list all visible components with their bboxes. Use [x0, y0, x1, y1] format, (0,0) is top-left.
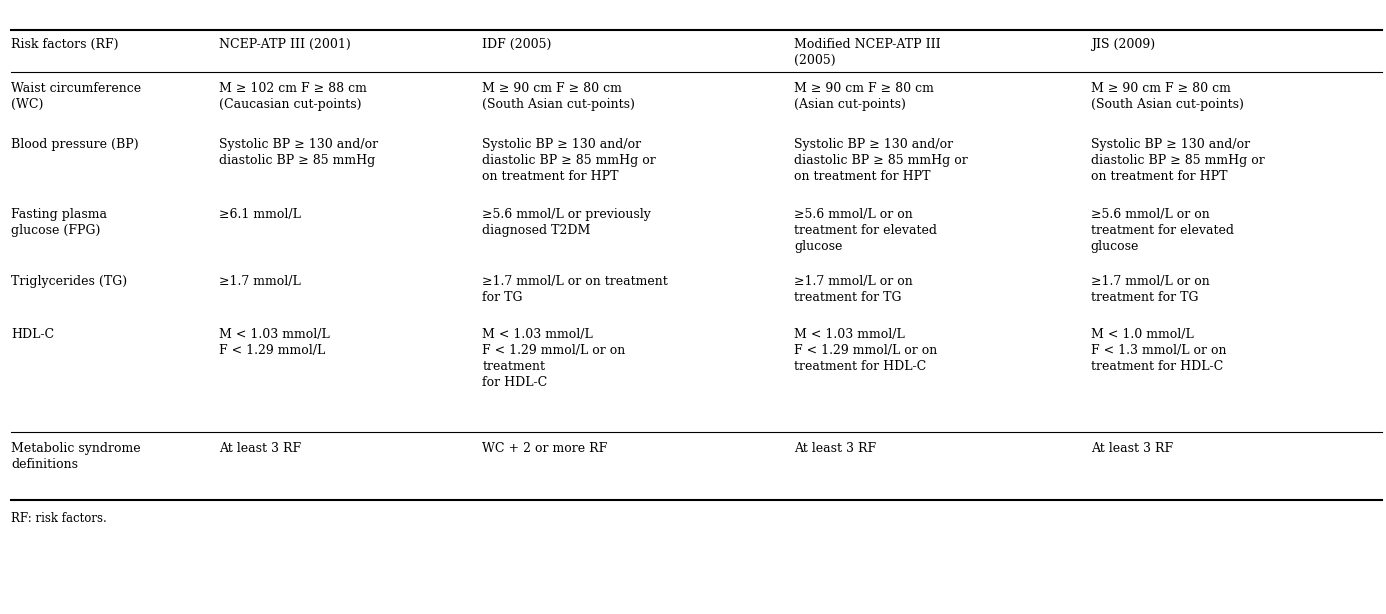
Text: ≥5.6 mmol/L or previously
diagnosed T2DM: ≥5.6 mmol/L or previously diagnosed T2DM — [482, 208, 651, 237]
Text: Modified NCEP-ATP III
(2005): Modified NCEP-ATP III (2005) — [794, 38, 941, 67]
Text: WC + 2 or more RF: WC + 2 or more RF — [482, 442, 607, 455]
Text: M ≥ 90 cm F ≥ 80 cm
(South Asian cut-points): M ≥ 90 cm F ≥ 80 cm (South Asian cut-poi… — [482, 82, 635, 111]
Text: Systolic BP ≥ 130 and/or
diastolic BP ≥ 85 mmHg: Systolic BP ≥ 130 and/or diastolic BP ≥ … — [219, 138, 378, 167]
Text: Triglycerides (TG): Triglycerides (TG) — [11, 275, 128, 288]
Text: M ≥ 90 cm F ≥ 80 cm
(Asian cut-points): M ≥ 90 cm F ≥ 80 cm (Asian cut-points) — [794, 82, 934, 111]
Text: Fasting plasma
glucose (FPG): Fasting plasma glucose (FPG) — [11, 208, 107, 237]
Text: ≥1.7 mmol/L or on
treatment for TG: ≥1.7 mmol/L or on treatment for TG — [1091, 275, 1210, 304]
Text: NCEP-ATP III (2001): NCEP-ATP III (2001) — [219, 38, 351, 51]
Text: HDL-C: HDL-C — [11, 328, 54, 341]
Text: M < 1.03 mmol/L
F < 1.29 mmol/L or on
treatment for HDL-C: M < 1.03 mmol/L F < 1.29 mmol/L or on tr… — [794, 328, 937, 373]
Text: At least 3 RF: At least 3 RF — [794, 442, 876, 455]
Text: ≥1.7 mmol/L or on treatment
for TG: ≥1.7 mmol/L or on treatment for TG — [482, 275, 668, 304]
Text: M < 1.0 mmol/L
F < 1.3 mmol/L or on
treatment for HDL-C: M < 1.0 mmol/L F < 1.3 mmol/L or on trea… — [1091, 328, 1227, 373]
Text: ≥5.6 mmol/L or on
treatment for elevated
glucose: ≥5.6 mmol/L or on treatment for elevated… — [794, 208, 937, 253]
Text: Systolic BP ≥ 130 and/or
diastolic BP ≥ 85 mmHg or
on treatment for HPT: Systolic BP ≥ 130 and/or diastolic BP ≥ … — [1091, 138, 1264, 183]
Text: Risk factors (RF): Risk factors (RF) — [11, 38, 119, 51]
Text: Metabolic syndrome
definitions: Metabolic syndrome definitions — [11, 442, 141, 471]
Text: At least 3 RF: At least 3 RF — [219, 442, 301, 455]
Text: Systolic BP ≥ 130 and/or
diastolic BP ≥ 85 mmHg or
on treatment for HPT: Systolic BP ≥ 130 and/or diastolic BP ≥ … — [794, 138, 967, 183]
Text: JIS (2009): JIS (2009) — [1091, 38, 1155, 51]
Text: M < 1.03 mmol/L
F < 1.29 mmol/L: M < 1.03 mmol/L F < 1.29 mmol/L — [219, 328, 330, 357]
Text: IDF (2005): IDF (2005) — [482, 38, 552, 51]
Text: ≥6.1 mmol/L: ≥6.1 mmol/L — [219, 208, 301, 221]
Text: Blood pressure (BP): Blood pressure (BP) — [11, 138, 139, 151]
Text: ≥1.7 mmol/L or on
treatment for TG: ≥1.7 mmol/L or on treatment for TG — [794, 275, 913, 304]
Text: M ≥ 90 cm F ≥ 80 cm
(South Asian cut-points): M ≥ 90 cm F ≥ 80 cm (South Asian cut-poi… — [1091, 82, 1243, 111]
Text: ≥5.6 mmol/L or on
treatment for elevated
glucose: ≥5.6 mmol/L or on treatment for elevated… — [1091, 208, 1234, 253]
Text: RF: risk factors.: RF: risk factors. — [11, 512, 107, 525]
Text: Systolic BP ≥ 130 and/or
diastolic BP ≥ 85 mmHg or
on treatment for HPT: Systolic BP ≥ 130 and/or diastolic BP ≥ … — [482, 138, 656, 183]
Text: M < 1.03 mmol/L
F < 1.29 mmol/L or on
treatment
for HDL-C: M < 1.03 mmol/L F < 1.29 mmol/L or on tr… — [482, 328, 625, 389]
Text: At least 3 RF: At least 3 RF — [1091, 442, 1173, 455]
Text: M ≥ 102 cm F ≥ 88 cm
(Caucasian cut-points): M ≥ 102 cm F ≥ 88 cm (Caucasian cut-poin… — [219, 82, 367, 111]
Text: ≥1.7 mmol/L: ≥1.7 mmol/L — [219, 275, 301, 288]
Text: Waist circumference
(WC): Waist circumference (WC) — [11, 82, 141, 111]
